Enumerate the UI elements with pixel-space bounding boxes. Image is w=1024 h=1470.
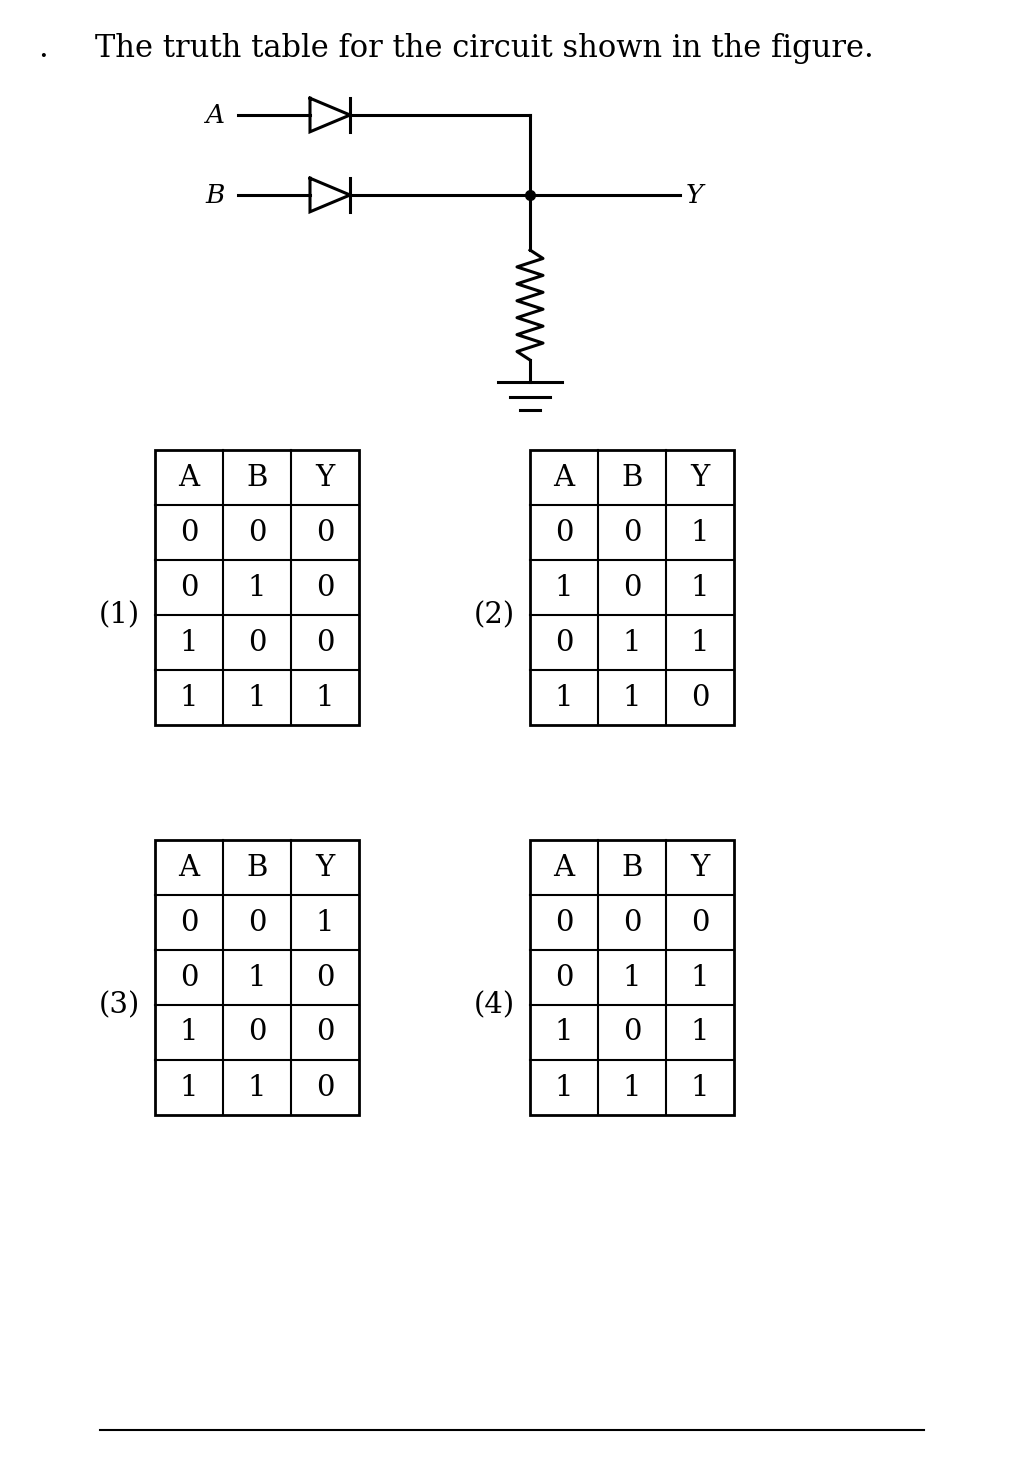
Text: (1): (1) — [99, 601, 140, 629]
Text: 0: 0 — [623, 1019, 641, 1047]
Text: 1: 1 — [248, 684, 266, 711]
Text: 1: 1 — [315, 908, 334, 936]
Text: A: A — [553, 463, 574, 491]
Text: (3): (3) — [98, 991, 140, 1019]
Text: B: B — [247, 854, 267, 882]
Text: 0: 0 — [315, 963, 334, 991]
Text: 0: 0 — [623, 519, 641, 547]
Text: 1: 1 — [180, 684, 199, 711]
Text: 0: 0 — [180, 573, 199, 601]
Text: 1: 1 — [180, 1073, 199, 1101]
Text: 1: 1 — [691, 1073, 710, 1101]
Text: A: A — [205, 103, 224, 128]
Text: 0: 0 — [691, 684, 710, 711]
Text: Y: Y — [690, 854, 710, 882]
Text: 1: 1 — [691, 963, 710, 991]
Text: 0: 0 — [180, 963, 199, 991]
Text: 1: 1 — [315, 684, 334, 711]
Text: 0: 0 — [315, 629, 334, 657]
Text: A: A — [178, 463, 200, 491]
Text: Y: Y — [315, 463, 335, 491]
Text: (4): (4) — [474, 991, 515, 1019]
Text: 1: 1 — [623, 684, 641, 711]
Text: 0: 0 — [180, 519, 199, 547]
Text: 1: 1 — [555, 684, 573, 711]
Text: 1: 1 — [623, 963, 641, 991]
Text: Y: Y — [686, 182, 703, 207]
Text: 0: 0 — [555, 519, 573, 547]
Text: 0: 0 — [555, 908, 573, 936]
Text: 1: 1 — [691, 519, 710, 547]
Bar — [155, 839, 359, 1116]
Text: B: B — [622, 854, 643, 882]
Text: 1: 1 — [248, 1073, 266, 1101]
Text: 0: 0 — [315, 1073, 334, 1101]
Text: 1: 1 — [555, 573, 573, 601]
Text: 1: 1 — [555, 1073, 573, 1101]
Text: 0: 0 — [315, 519, 334, 547]
Text: A: A — [178, 854, 200, 882]
Bar — [530, 839, 734, 1116]
Text: 1: 1 — [691, 629, 710, 657]
Text: 1: 1 — [691, 1019, 710, 1047]
Bar — [530, 450, 734, 725]
Text: 0: 0 — [315, 573, 334, 601]
Text: 1: 1 — [180, 1019, 199, 1047]
Text: 1: 1 — [691, 573, 710, 601]
Text: Y: Y — [690, 463, 710, 491]
Text: 0: 0 — [248, 519, 266, 547]
Text: (2): (2) — [474, 601, 515, 629]
Text: 0: 0 — [248, 629, 266, 657]
Text: The truth table for the circuit shown in the figure.: The truth table for the circuit shown in… — [95, 32, 873, 63]
Text: 0: 0 — [555, 629, 573, 657]
Bar — [155, 450, 359, 725]
Text: 0: 0 — [180, 908, 199, 936]
Text: A: A — [553, 854, 574, 882]
Text: 1: 1 — [180, 629, 199, 657]
Text: B: B — [622, 463, 643, 491]
Text: 0: 0 — [248, 908, 266, 936]
Text: 1: 1 — [248, 963, 266, 991]
Text: 0: 0 — [623, 908, 641, 936]
Text: B: B — [205, 182, 224, 207]
Text: .: . — [38, 32, 48, 63]
Text: 0: 0 — [555, 963, 573, 991]
Text: 1: 1 — [623, 1073, 641, 1101]
Text: 0: 0 — [248, 1019, 266, 1047]
Text: 1: 1 — [555, 1019, 573, 1047]
Text: 0: 0 — [315, 1019, 334, 1047]
Text: 0: 0 — [691, 908, 710, 936]
Text: B: B — [247, 463, 267, 491]
Text: 1: 1 — [623, 629, 641, 657]
Text: 1: 1 — [248, 573, 266, 601]
Text: 0: 0 — [623, 573, 641, 601]
Text: Y: Y — [315, 854, 335, 882]
